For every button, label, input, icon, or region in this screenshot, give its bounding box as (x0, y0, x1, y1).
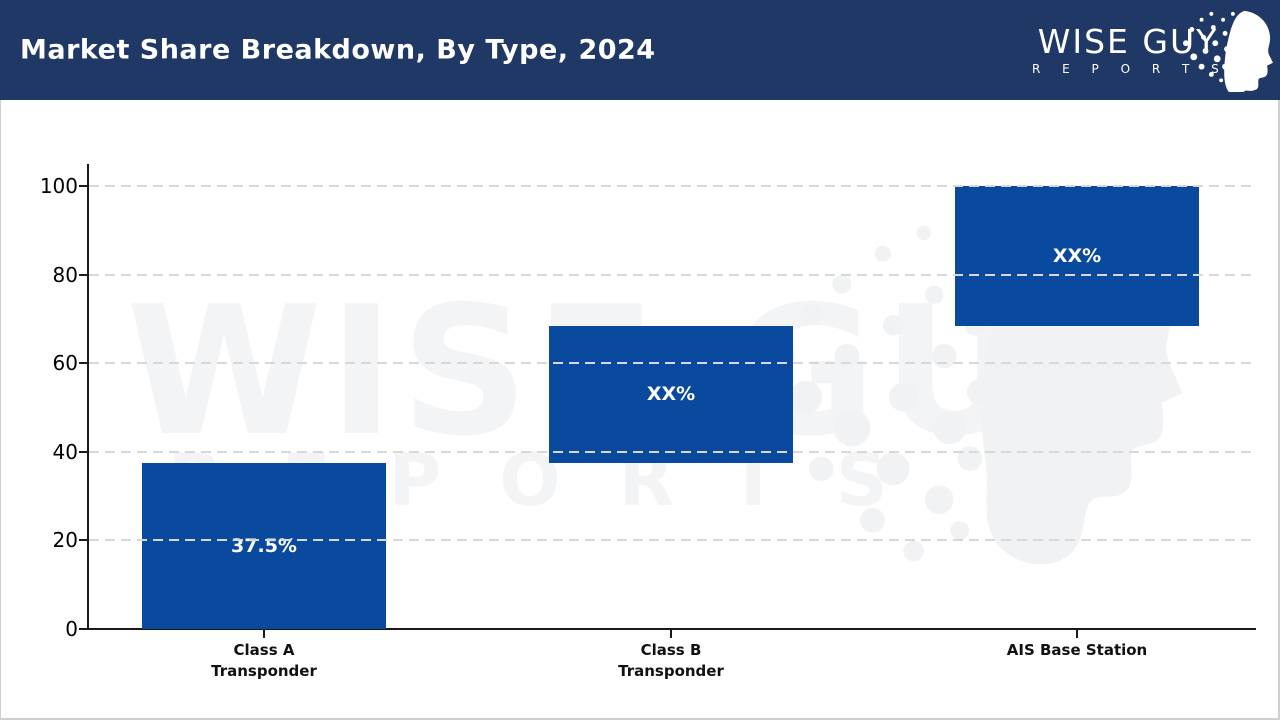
x-category-label-1: Class A Transponder (211, 641, 317, 680)
y-axis-line (87, 164, 89, 630)
bar-class-a-transponder: 37.5% (142, 462, 386, 629)
frame-border-left (0, 100, 1, 720)
y-tick-label-40: 40 (52, 439, 78, 464)
x-tick-mark-2 (670, 630, 672, 638)
page-title: Market Share Breakdown, By Type, 2024 (20, 34, 656, 66)
x-category-label-3: AIS Base Station (1006, 641, 1148, 659)
y-tick-mark-80 (79, 273, 87, 276)
bar-class-b-transponder: XX% (549, 325, 793, 463)
y-tick-label-20: 20 (52, 528, 78, 553)
y-tick-mark-20 (79, 539, 87, 542)
bar-value-label: 37.5% (231, 534, 297, 557)
gridline-20 (89, 539, 1255, 542)
wise-guy-face-icon (1183, 10, 1273, 93)
gridline-60 (89, 362, 1255, 365)
frame-border-bottom (0, 718, 1280, 720)
y-tick-mark-40 (79, 450, 87, 453)
y-tick-label-100: 100 (39, 174, 78, 198)
bar-ais-base-station: XX% (955, 186, 1199, 326)
y-tick-label-80: 80 (52, 262, 78, 287)
y-tick-mark-100 (79, 185, 87, 187)
gridline-80 (89, 273, 1255, 276)
x-tick-mark-3 (1076, 630, 1078, 638)
header-bar: Market Share Breakdown, By Type, 2024 WI… (0, 0, 1280, 100)
x-tick-mark-1 (263, 630, 265, 638)
bar-value-label: XX% (1052, 244, 1102, 267)
y-tick-mark-0 (79, 628, 87, 630)
frame-border-right (1278, 100, 1280, 720)
y-tick-mark-60 (79, 362, 87, 365)
gridline-100 (89, 185, 1255, 187)
y-tick-label-60: 60 (52, 351, 78, 376)
gridline-40 (89, 450, 1255, 453)
logo-tagline: R E P O R T S (1032, 62, 1228, 76)
x-category-label-2: Class B Transponder (618, 641, 724, 680)
x-axis-line (87, 628, 1256, 630)
bar-value-label: XX% (646, 383, 696, 406)
y-tick-label-0: 0 (65, 617, 78, 641)
